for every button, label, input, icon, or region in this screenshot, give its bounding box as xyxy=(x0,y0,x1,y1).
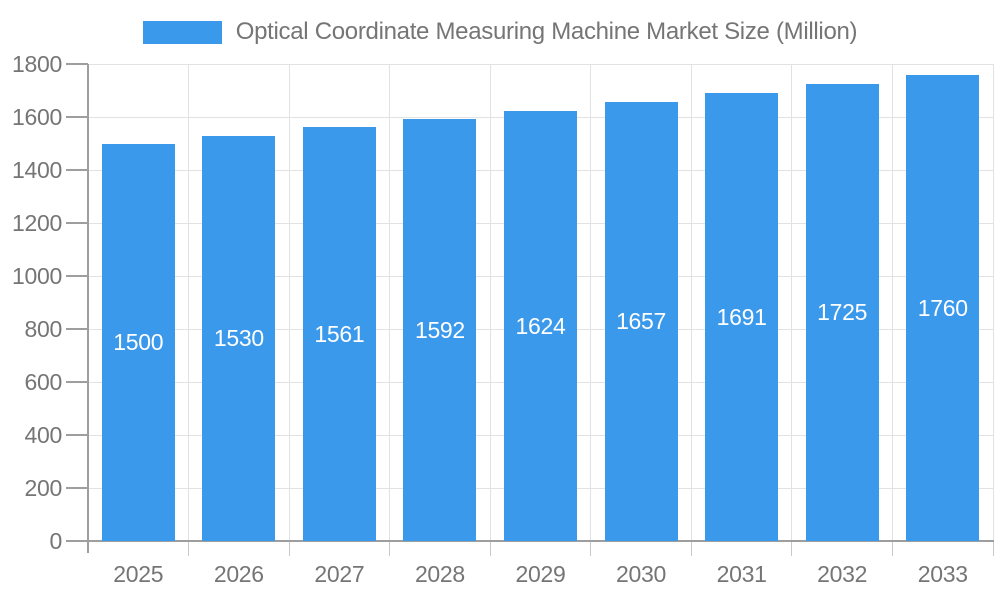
x-axis-label: 2030 xyxy=(616,561,667,587)
gridline-v xyxy=(791,64,793,541)
x-tick xyxy=(690,541,692,556)
y-axis-label: 1600 xyxy=(12,104,62,130)
bar-2033[interactable]: 1760 xyxy=(906,74,980,541)
bar-2032[interactable]: 1725 xyxy=(805,83,879,541)
y-tick xyxy=(66,434,88,436)
y-axis-label: 800 xyxy=(24,316,63,342)
bar-2027[interactable]: 1561 xyxy=(302,127,376,541)
y-axis-label: 1400 xyxy=(12,157,62,183)
bar-value-label: 1760 xyxy=(917,294,968,321)
gridline-h xyxy=(88,63,993,65)
y-axis-label: 1800 xyxy=(12,51,62,77)
bar-value-label: 1530 xyxy=(213,325,264,352)
bar-2025[interactable]: 1500 xyxy=(101,143,175,541)
bar-value-label: 1500 xyxy=(113,329,164,356)
y-tick xyxy=(66,381,88,383)
x-tick xyxy=(992,541,994,556)
bar-2031[interactable]: 1691 xyxy=(705,92,779,541)
gridline-v xyxy=(489,64,491,541)
chart-legend[interactable]: Optical Coordinate Measuring Machine Mar… xyxy=(0,18,1000,46)
legend-label: Optical Coordinate Measuring Machine Mar… xyxy=(235,18,858,45)
bar-value-label: 1592 xyxy=(414,317,465,344)
y-tick xyxy=(66,116,88,118)
y-tick xyxy=(66,169,88,171)
y-axis-line xyxy=(87,64,89,553)
x-tick xyxy=(791,541,793,556)
y-tick xyxy=(66,63,88,65)
gridline-v xyxy=(389,64,391,541)
x-axis-label: 2032 xyxy=(817,561,868,587)
x-tick xyxy=(590,541,592,556)
x-axis-line xyxy=(66,540,994,542)
y-axis-label: 600 xyxy=(24,369,63,395)
bar-value-label: 1725 xyxy=(817,299,868,326)
gridline-v xyxy=(590,64,592,541)
gridline-v xyxy=(188,64,190,541)
y-axis-label: 400 xyxy=(24,422,63,448)
bar-value-label: 1561 xyxy=(314,321,365,348)
x-axis-label: 2027 xyxy=(314,561,365,587)
y-tick xyxy=(66,328,88,330)
gridline-v xyxy=(992,64,994,541)
gridline-v xyxy=(690,64,692,541)
y-axis-label: 1000 xyxy=(12,263,62,289)
x-axis-label: 2026 xyxy=(213,561,264,587)
y-axis-label: 1200 xyxy=(12,210,62,236)
legend-swatch xyxy=(142,20,222,44)
bar-value-label: 1691 xyxy=(716,303,767,330)
bar-2029[interactable]: 1624 xyxy=(504,110,577,541)
x-axis-label: 2025 xyxy=(113,561,164,587)
x-tick xyxy=(188,541,190,556)
gridline-v xyxy=(891,64,893,541)
x-tick xyxy=(389,541,391,556)
y-axis-label: 200 xyxy=(24,475,63,501)
x-axis-label: 2029 xyxy=(515,561,566,587)
x-axis-label: 2028 xyxy=(414,561,465,587)
bar-2030[interactable]: 1657 xyxy=(604,101,678,541)
bar-2026[interactable]: 1530 xyxy=(202,135,276,541)
bar-value-label: 1624 xyxy=(515,312,566,339)
x-tick xyxy=(489,541,491,556)
x-tick xyxy=(288,541,290,556)
x-axis-label: 2031 xyxy=(716,561,767,587)
y-axis-label: 0 xyxy=(49,528,63,554)
bar-value-label: 1657 xyxy=(616,308,667,335)
gridline-v xyxy=(288,64,290,541)
x-axis-label: 2033 xyxy=(917,561,968,587)
bar-2028[interactable]: 1592 xyxy=(403,119,477,541)
y-tick xyxy=(66,275,88,277)
y-tick xyxy=(66,222,88,224)
x-tick xyxy=(891,541,893,556)
y-tick xyxy=(66,487,88,489)
